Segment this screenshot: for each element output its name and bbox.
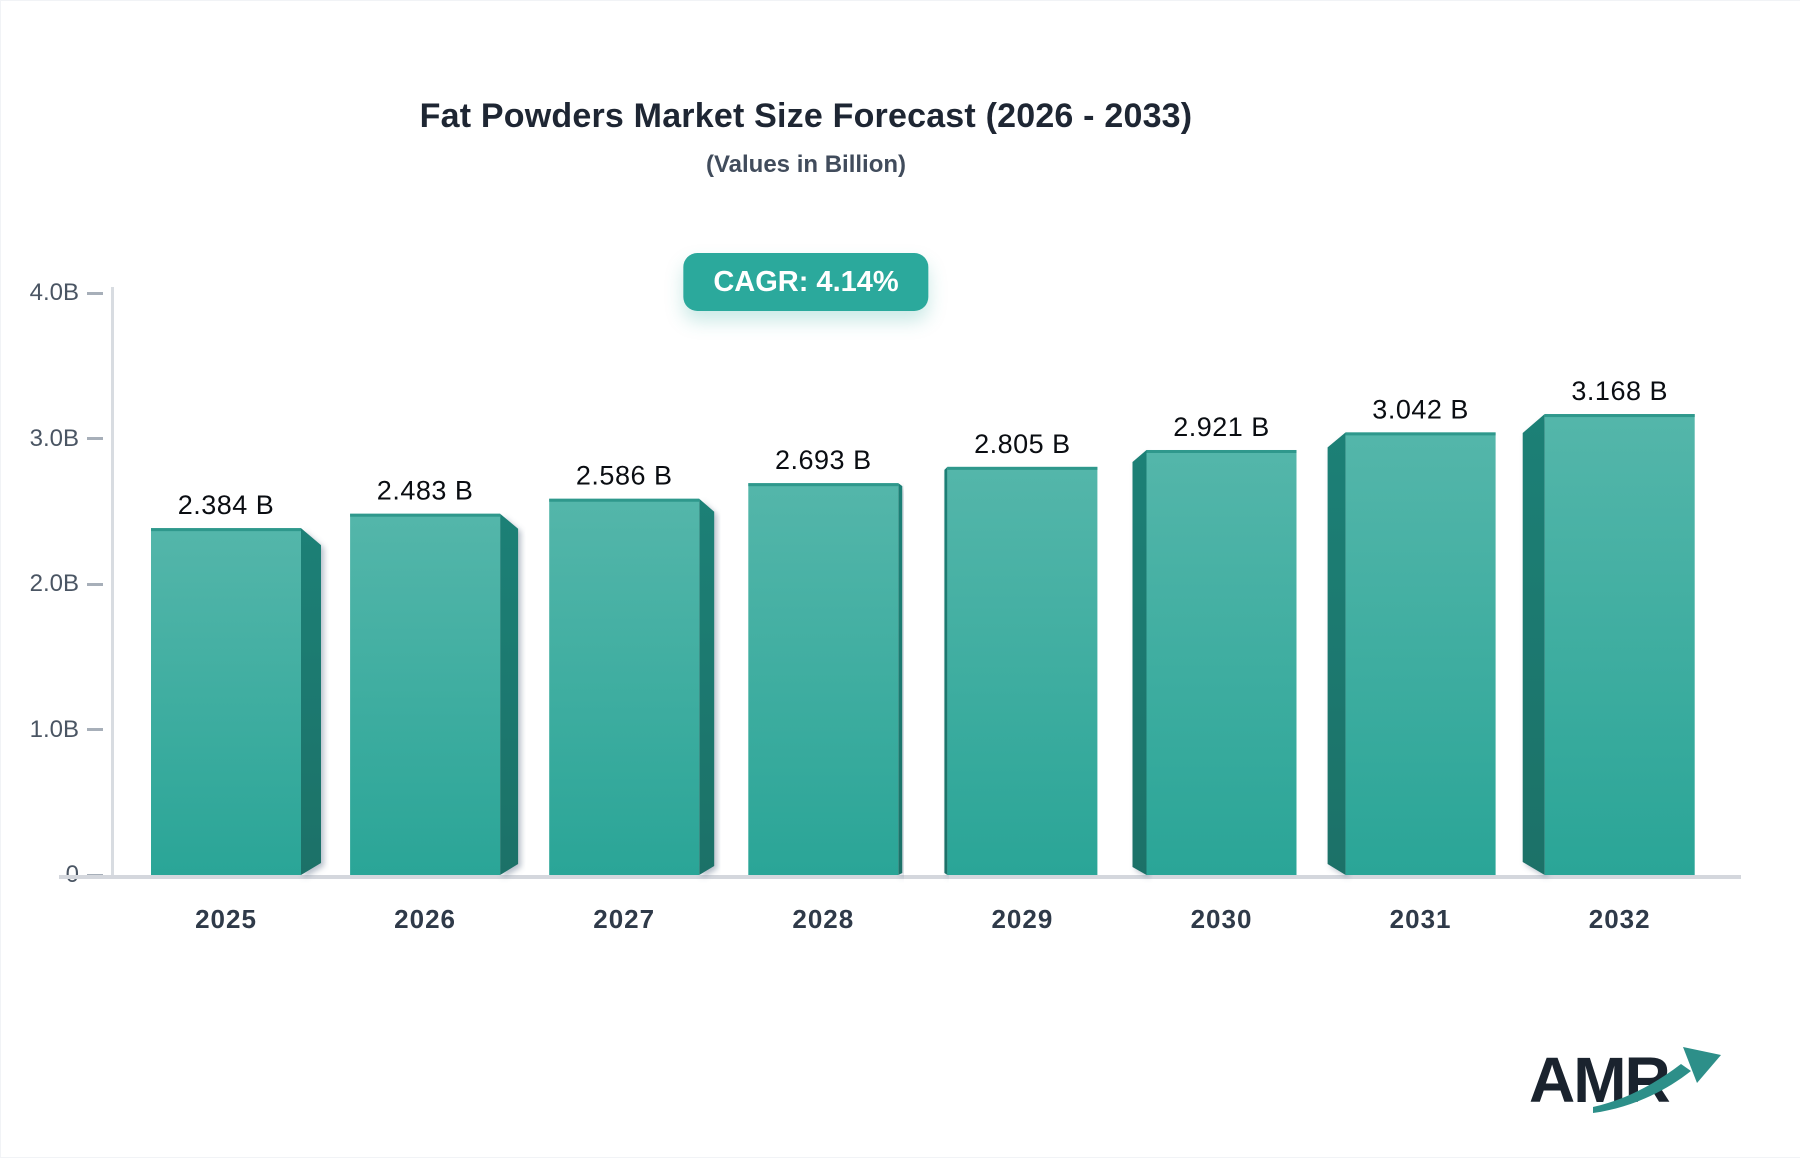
x-axis-label-2031: 2031 — [1390, 904, 1452, 934]
chart-subtitle: (Values in Billion) — [705, 151, 907, 178]
amr-logo: AMR — [1529, 1043, 1739, 1129]
y-axis-tick — [87, 437, 103, 440]
bar-value-label: 2.483 B — [377, 476, 474, 506]
bar-2030: 2.921 B 2030 — [1132, 412, 1297, 934]
x-axis-label-2029: 2029 — [991, 904, 1053, 934]
bar-side-face — [1327, 432, 1346, 875]
chart-title: Fat Powders Market Size Forecast (2026 -… — [419, 97, 1193, 135]
bar-2025: 2.384 B 2025 — [151, 490, 321, 934]
y-axis-label-4.0B: 4.0B — [29, 279, 79, 306]
cagr-badge: CAGR: 4.14% — [683, 253, 929, 311]
bar-2032: 3.168 B 2032 — [1522, 376, 1695, 934]
bar-top-edge — [549, 498, 700, 502]
x-axis-label-2025: 2025 — [195, 904, 257, 934]
bar-2029: 2.805 B 2029 — [944, 429, 1098, 934]
bar-value-label: 2.693 B — [775, 445, 872, 475]
x-axis-label-2028: 2028 — [792, 904, 854, 934]
bar-side-face — [1132, 449, 1147, 875]
bar-top-edge — [947, 466, 1098, 470]
bar-side-face — [699, 498, 715, 875]
bar-2026: 2.483 B 2026 — [350, 476, 519, 934]
growth-arrow-icon — [1593, 1047, 1721, 1113]
bar-value-label: 2.921 B — [1173, 412, 1270, 442]
y-axis-label-2.0B: 2.0B — [29, 570, 79, 597]
bar-top-edge — [350, 513, 501, 517]
x-axis-label-2027: 2027 — [593, 904, 655, 934]
bar-2027: 2.586 B 2027 — [549, 461, 715, 934]
y-axis-label-3.0B: 3.0B — [29, 424, 79, 452]
bar-top-edge — [1345, 432, 1496, 436]
y-axis-tick — [87, 728, 103, 731]
bar-top-edge — [1544, 414, 1695, 418]
bar-face — [947, 466, 1098, 875]
bar-side-face — [898, 483, 903, 875]
bar-face — [748, 483, 899, 875]
bar-face — [1544, 414, 1695, 875]
bar-value-label: 2.805 B — [974, 429, 1071, 459]
bar-value-label: 2.586 B — [576, 461, 673, 491]
bar-side-face — [944, 466, 948, 875]
y-axis-line — [111, 287, 114, 876]
bar-face — [350, 513, 501, 875]
bar-face — [151, 528, 301, 875]
bar-value-label: 3.168 B — [1571, 376, 1668, 406]
bar-face — [1345, 432, 1496, 875]
x-axis-label-2030: 2030 — [1191, 904, 1253, 934]
bar-face — [1146, 449, 1297, 875]
bar-top-edge — [151, 528, 301, 532]
y-axis-label-1.0B: 1.0B — [29, 715, 79, 743]
bar-face — [549, 498, 700, 875]
y-axis-label-0: 0 — [7, 861, 79, 889]
x-axis-label-2032: 2032 — [1589, 904, 1651, 934]
x-axis-baseline — [59, 875, 1741, 879]
y-axis-tick — [87, 582, 103, 586]
y-axis-tick — [87, 291, 103, 295]
bar-value-label: 2.384 B — [178, 490, 275, 520]
bar-2028: 2.693 B 2028 — [748, 445, 903, 934]
logo-text: AMR — [1529, 1044, 1671, 1116]
bar-side-face — [301, 528, 321, 875]
bar-side-face — [500, 513, 519, 875]
x-axis-label-2026: 2026 — [394, 904, 456, 934]
bar-top-edge — [1146, 449, 1297, 453]
bar-2031: 3.042 B 2031 — [1327, 394, 1496, 934]
bar-top-edge — [748, 483, 899, 487]
bar-value-label: 3.042 B — [1372, 394, 1469, 424]
bar-side-face — [1522, 414, 1545, 875]
